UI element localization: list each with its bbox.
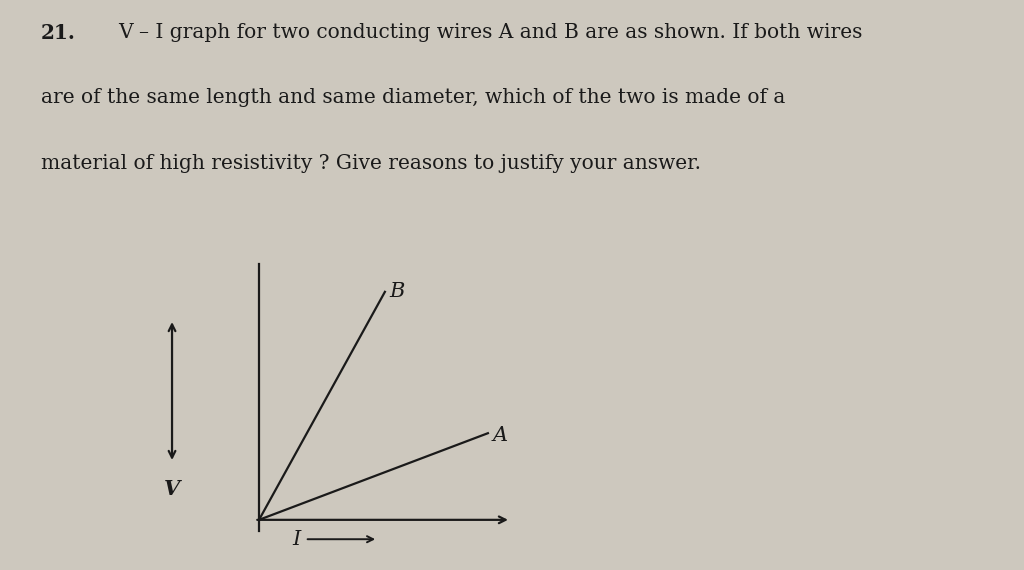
Text: A: A bbox=[493, 426, 508, 445]
Text: B: B bbox=[389, 282, 404, 302]
Text: V – I graph for two conducting wires A and B are as shown. If both wires: V – I graph for two conducting wires A a… bbox=[118, 23, 862, 42]
Text: material of high resistivity ? Give reasons to justify your answer.: material of high resistivity ? Give reas… bbox=[41, 154, 701, 173]
Text: V: V bbox=[164, 479, 180, 499]
Text: I: I bbox=[292, 530, 300, 549]
Text: 21.: 21. bbox=[41, 23, 76, 43]
Text: are of the same length and same diameter, which of the two is made of a: are of the same length and same diameter… bbox=[41, 88, 785, 107]
